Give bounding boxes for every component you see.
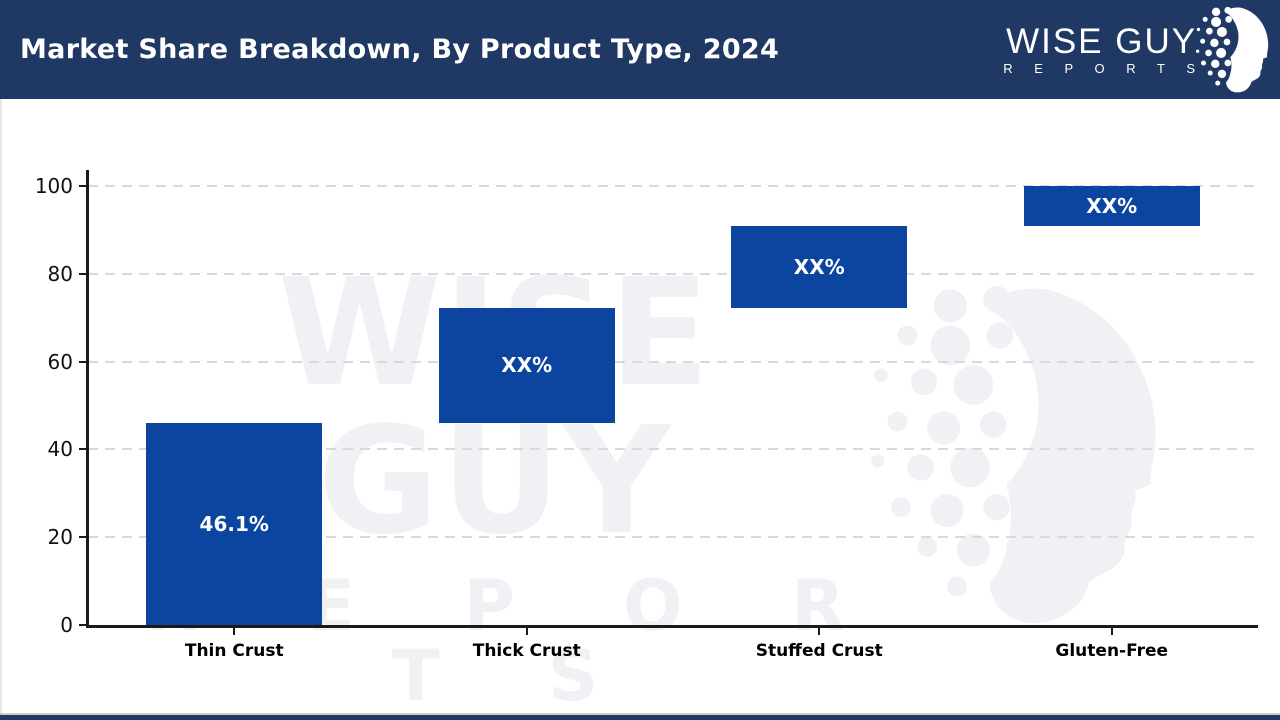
bar-value-label: XX% — [501, 353, 553, 378]
x-tick — [1110, 628, 1113, 635]
y-tick — [79, 272, 88, 275]
x-tick — [233, 628, 236, 635]
bar: 46.1% — [146, 422, 323, 625]
bar-value-label: XX% — [1086, 193, 1138, 218]
plot-area: 0 20 40 60 80 100 46.1% Thin Crust XX% Thick Crus… — [0, 99, 1280, 713]
logo-subtext: R E P O R T S — [1003, 61, 1204, 76]
y-axis-line — [86, 170, 89, 628]
bar: XX% — [1023, 186, 1200, 226]
category-label: Gluten-Free — [1055, 641, 1169, 661]
header-bar: Market Share Breakdown, By Product Type,… — [0, 0, 1280, 99]
gridline — [88, 448, 1258, 451]
left-edge-border — [0, 99, 2, 713]
x-axis-line — [86, 625, 1258, 628]
gridline — [88, 272, 1258, 275]
y-tick-label: 40 — [47, 437, 73, 462]
category-label: Stuffed Crust — [755, 641, 883, 661]
y-tick-label: 100 — [34, 174, 73, 198]
gridline — [88, 360, 1258, 363]
chart-canvas: WISE GUY R E P O R T S 02040608010046.1%… — [0, 99, 1280, 713]
footer-bar — [0, 715, 1280, 720]
footer-divider — [0, 713, 1280, 715]
y-tick — [79, 536, 88, 539]
x-tick — [525, 628, 528, 635]
gridline — [88, 536, 1258, 539]
y-tick-label: 60 — [47, 349, 73, 374]
bar: XX% — [731, 225, 908, 309]
logo-head-icon — [1195, 6, 1269, 92]
y-tick — [79, 624, 88, 626]
y-tick — [79, 360, 88, 363]
category-label: Thin Crust — [184, 641, 284, 661]
logo-wordmark: WISE GUY — [1006, 22, 1198, 61]
y-tick — [79, 185, 88, 187]
category-label: Thick Crust — [472, 641, 581, 661]
y-tick-label: 80 — [47, 261, 73, 286]
gridline — [88, 185, 1258, 187]
y-tick-label: 0 — [60, 613, 73, 637]
logo-wordmark-block: WISE GUY R E P O R T S — [999, 24, 1204, 75]
x-tick — [818, 628, 821, 635]
y-tick — [79, 448, 88, 451]
wise-guy-logo: WISE GUY R E P O R T S — [999, 6, 1274, 94]
bar: XX% — [438, 308, 615, 423]
y-tick-label: 20 — [47, 525, 73, 550]
page-title: Market Share Breakdown, By Product Type,… — [20, 34, 780, 65]
bar-value-label: XX% — [793, 254, 845, 279]
bar-value-label: 46.1% — [199, 511, 269, 536]
